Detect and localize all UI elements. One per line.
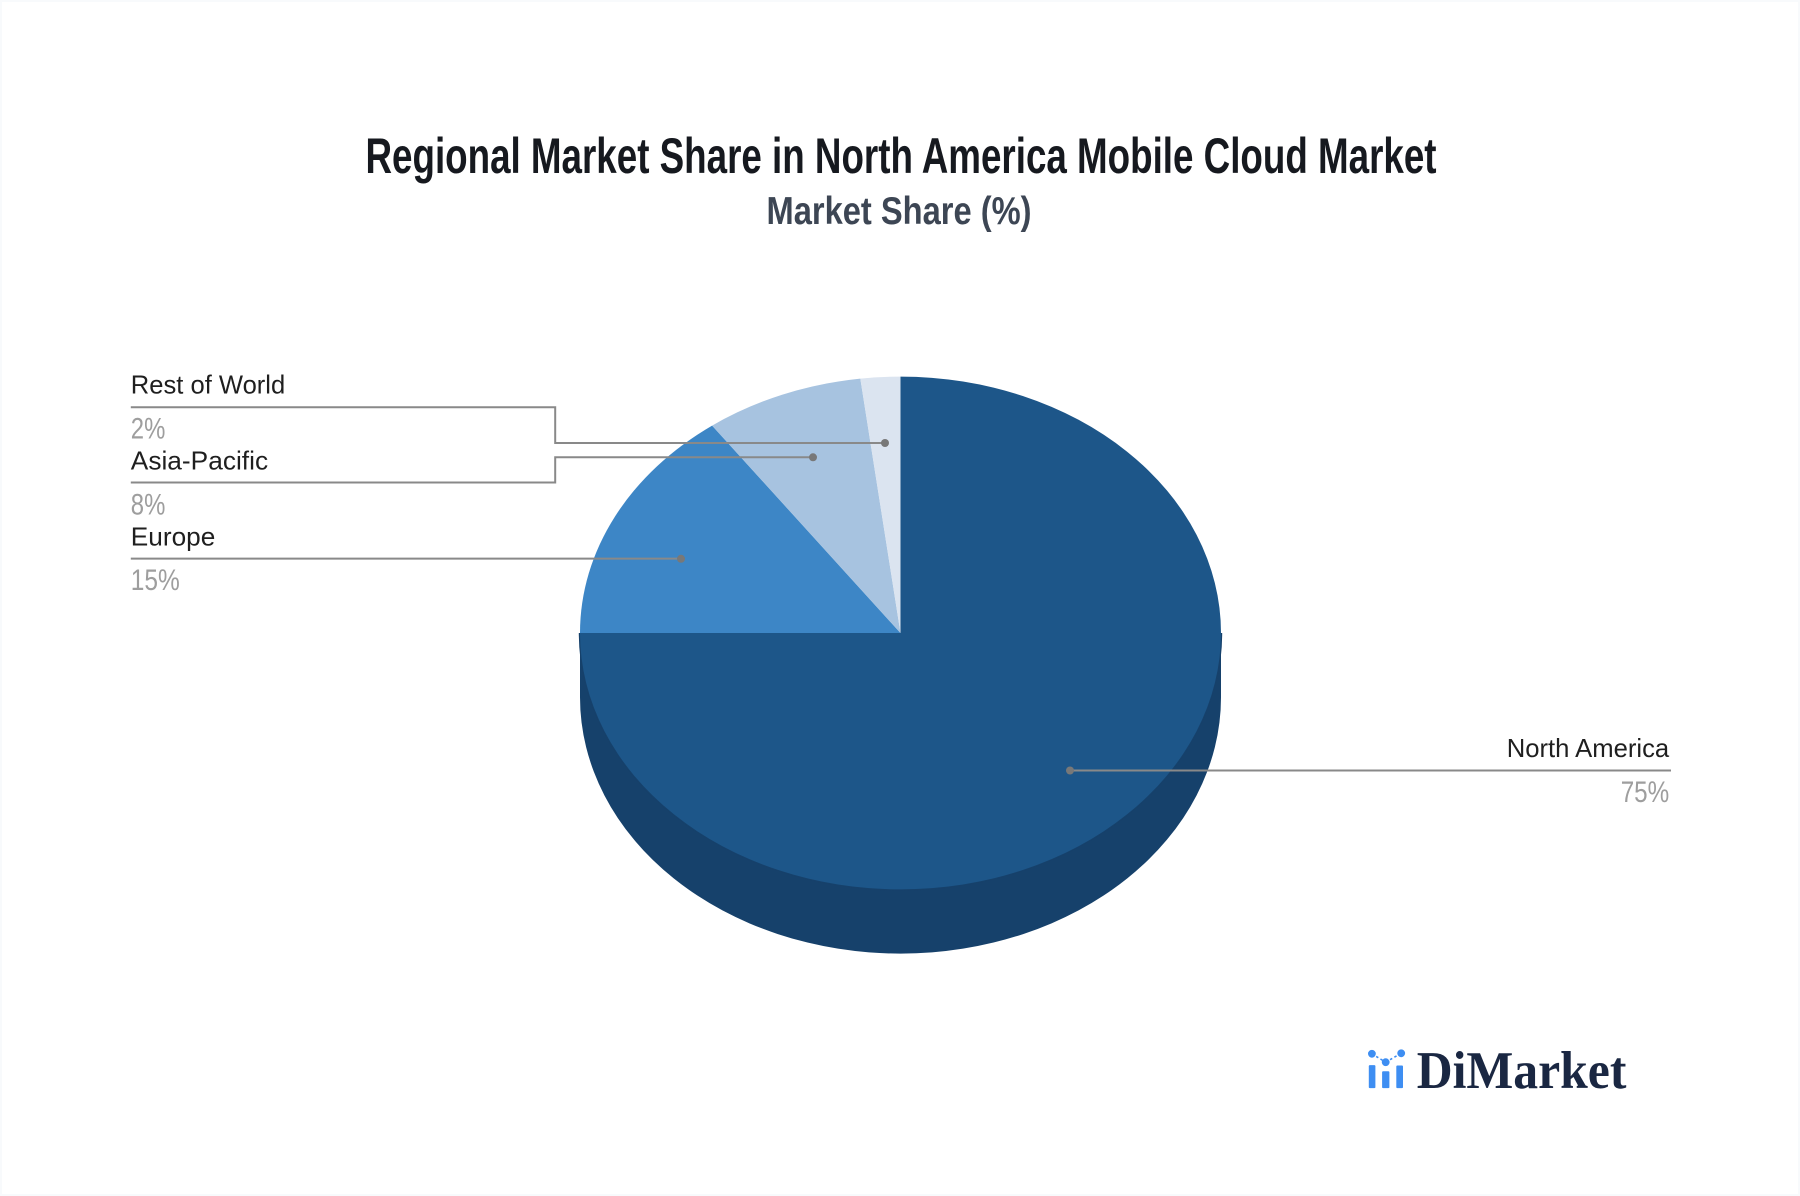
svg-text:North America: North America xyxy=(1507,733,1670,763)
svg-text:8%: 8% xyxy=(131,489,166,522)
svg-text:Market Share (%): Market Share (%) xyxy=(767,190,1032,233)
svg-text:DiMarket: DiMarket xyxy=(1417,1042,1627,1100)
svg-text:2%: 2% xyxy=(131,413,166,446)
svg-text:15%: 15% xyxy=(131,564,180,597)
svg-text:Regional Market Share in North: Regional Market Share in North America M… xyxy=(366,128,1437,184)
svg-text:Rest of World: Rest of World xyxy=(131,369,285,399)
svg-text:Europe: Europe xyxy=(131,522,216,552)
svg-text:75%: 75% xyxy=(1621,776,1670,809)
svg-text:Asia-Pacific: Asia-Pacific xyxy=(131,445,268,475)
